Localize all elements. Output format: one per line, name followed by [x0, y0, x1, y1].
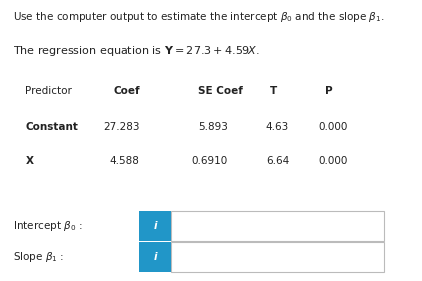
Text: 4.63: 4.63 [266, 122, 289, 132]
Text: 27.283: 27.283 [103, 122, 139, 132]
FancyBboxPatch shape [171, 211, 384, 241]
Text: Predictor: Predictor [25, 86, 72, 96]
Text: i: i [153, 221, 157, 231]
Text: Constant: Constant [25, 122, 78, 132]
Text: 4.588: 4.588 [109, 156, 139, 166]
Text: 5.893: 5.893 [198, 122, 228, 132]
FancyBboxPatch shape [171, 242, 384, 272]
Text: Slope $\beta_1$ :: Slope $\beta_1$ : [13, 250, 64, 264]
Text: Use the computer output to estimate the intercept $\beta_0$ and the slope $\beta: Use the computer output to estimate the … [13, 10, 384, 24]
Text: P: P [325, 86, 333, 96]
Text: T: T [270, 86, 277, 96]
Text: 0.000: 0.000 [319, 122, 348, 132]
Text: Intercept $\beta_0$ :: Intercept $\beta_0$ : [13, 219, 82, 233]
Text: 0.6910: 0.6910 [192, 156, 228, 166]
FancyBboxPatch shape [139, 242, 171, 272]
Text: SE Coef: SE Coef [198, 86, 243, 96]
Text: X: X [25, 156, 33, 166]
FancyBboxPatch shape [139, 211, 171, 241]
Text: 6.64: 6.64 [266, 156, 289, 166]
Text: Coef: Coef [114, 86, 141, 96]
Text: i: i [153, 252, 157, 262]
Text: The regression equation is $\mathbf{Y} = 27.3 + 4.59X.$: The regression equation is $\mathbf{Y} =… [13, 44, 260, 58]
Text: 0.000: 0.000 [319, 156, 348, 166]
